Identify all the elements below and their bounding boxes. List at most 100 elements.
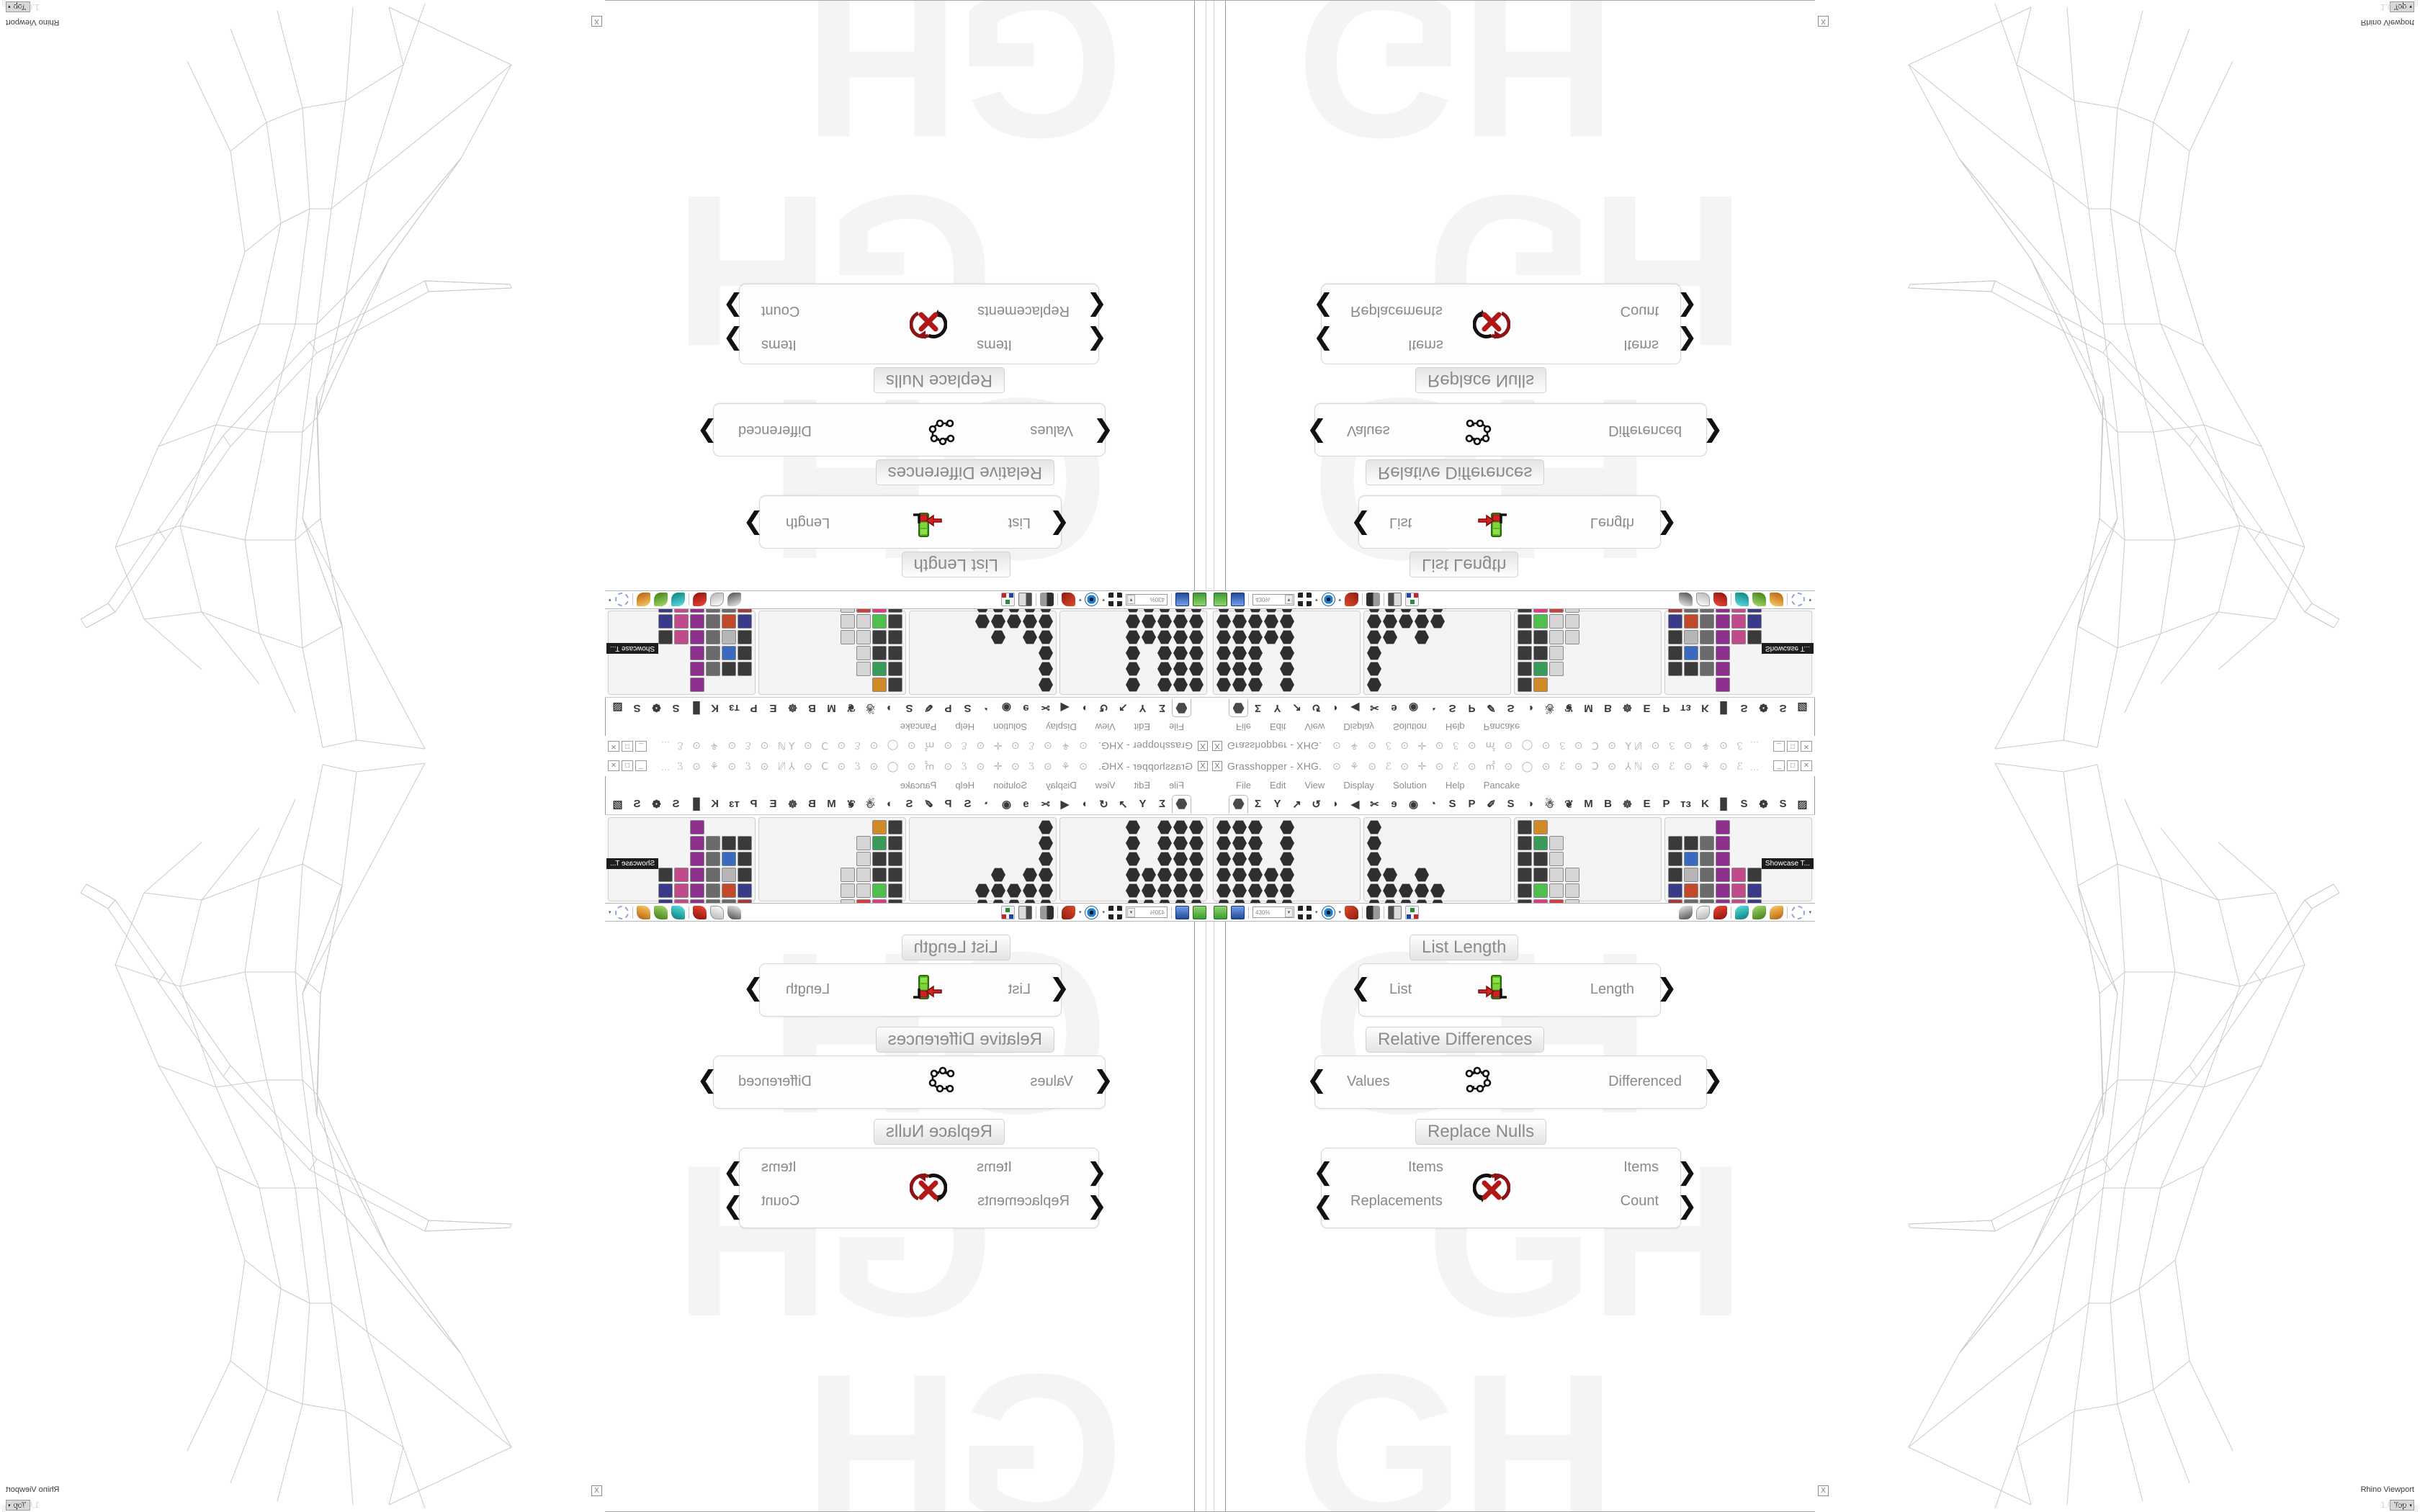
menu-item-help[interactable]: Help <box>1445 721 1465 733</box>
replace-nulls-component[interactable]: Items Replacements Items Count <box>1321 1148 1681 1228</box>
zoom-extents-dropdown-icon[interactable]: ▾ <box>1315 597 1318 602</box>
teal-plugin-tab[interactable]: ◑ <box>880 699 900 718</box>
relative-differences-component[interactable]: Values Dif <box>713 403 1106 456</box>
ribbon-component-icon[interactable] <box>1216 678 1231 692</box>
close-icon[interactable]: ✕ <box>608 741 619 752</box>
ribbon-component-icon[interactable] <box>1173 836 1188 850</box>
minimize-icon[interactable]: _ <box>1773 741 1785 752</box>
ribbon-component-icon[interactable] <box>1716 646 1730 660</box>
ribbon-component-icon[interactable] <box>1157 883 1172 898</box>
ribbon-component-icon[interactable] <box>1668 836 1682 850</box>
ribbon-component-icon[interactable] <box>1716 662 1730 676</box>
display-gray-icon[interactable] <box>1679 905 1693 919</box>
ribbon-component-icon[interactable] <box>706 646 720 660</box>
ribbon-component-icon[interactable] <box>706 852 720 866</box>
spider-plugin-tab[interactable]: ☸ <box>783 795 802 814</box>
ribbon-component-icon[interactable] <box>1189 662 1204 676</box>
ribbon-component-icon[interactable] <box>1157 852 1172 866</box>
ribbon-component-icon[interactable] <box>1533 883 1548 898</box>
ribbon-component-icon[interactable] <box>1716 820 1730 834</box>
ribbon-component-icon[interactable] <box>856 646 871 660</box>
resize-grip-icon[interactable]: ⣿ <box>1 0 6 7</box>
grasshopper-plugin-tab[interactable]: ❁ <box>1754 795 1773 814</box>
preview-eye-icon[interactable] <box>1321 905 1335 919</box>
ribbon-component-icon[interactable] <box>722 868 736 882</box>
ribbon-component-icon[interactable] <box>841 883 855 898</box>
t3-plugin-tab[interactable]: ᴛз <box>1676 699 1695 718</box>
zoom-extents-icon[interactable] <box>1298 593 1312 607</box>
ribbon-component-icon[interactable] <box>1216 630 1231 644</box>
ribbon-component-icon[interactable] <box>690 662 704 676</box>
selection-marquee-icon[interactable] <box>1791 905 1806 919</box>
p2-plugin-tab[interactable]: P <box>744 699 763 718</box>
menu-item-edit[interactable]: Edit <box>1269 779 1286 791</box>
input-port-values[interactable]: ❮ <box>1307 1068 1327 1092</box>
menu-item-solution[interactable]: Solution <box>1392 721 1427 733</box>
ribbon-component-icon[interactable] <box>1264 614 1278 629</box>
ribbon-component-icon[interactable] <box>1700 852 1714 866</box>
bird-plugin-tab[interactable]: ✐ <box>919 795 938 814</box>
input-port-items[interactable]: ❮ <box>1313 325 1334 354</box>
rhino-close-icon[interactable]: X <box>591 16 602 27</box>
output-port-items[interactable]: ❯ <box>1677 325 1698 354</box>
ribbon-component-icon[interactable] <box>1157 646 1172 660</box>
selection-dropdown-icon[interactable]: ▾ <box>609 910 611 915</box>
s4-plugin-tab[interactable]: S <box>627 795 647 814</box>
ribbon-component-icon[interactable] <box>1731 883 1746 898</box>
ribbon-component-icon[interactable] <box>1173 868 1188 882</box>
resize-grip-icon[interactable]: ⣿ <box>1 1505 6 1512</box>
display-white-icon[interactable] <box>709 593 724 607</box>
display-green-icon[interactable] <box>653 905 668 919</box>
ribbon-component-icon[interactable] <box>706 883 720 898</box>
transform-tab[interactable]: ɘ <box>1384 699 1404 718</box>
ribbon-component-icon[interactable] <box>1248 820 1263 834</box>
tree-view-icon[interactable] <box>1405 905 1420 919</box>
ribbon-component-icon[interactable] <box>1518 662 1532 676</box>
ribbon-component-icon[interactable] <box>1415 614 1429 629</box>
kangaroo-tab[interactable]: ◔ <box>1423 795 1443 814</box>
bake-icon[interactable] <box>1061 593 1075 607</box>
menu-item-pancake[interactable]: Pancake <box>900 721 937 733</box>
ribbon-component-icon[interactable] <box>888 646 902 660</box>
display-red-icon[interactable] <box>692 593 707 607</box>
ribbon-component-icon[interactable] <box>888 883 902 898</box>
ribbon-component-icon[interactable] <box>1518 836 1532 850</box>
zoom-dropdown-icon[interactable]: ▾ <box>1285 908 1293 917</box>
group-label-replace-nulls[interactable]: Replace Nulls <box>873 1119 1005 1145</box>
s2-plugin-tab[interactable]: S <box>900 795 919 814</box>
input-port-replacements[interactable]: ❮ <box>1086 292 1108 320</box>
grasshopper-canvas[interactable]: GH GH GH List Length List <box>605 922 1210 1512</box>
ribbon-component-icon[interactable] <box>1383 883 1397 898</box>
menu-item-edit[interactable]: Edit <box>1134 779 1151 791</box>
relative-differences-component[interactable]: Values Dif <box>1314 403 1707 456</box>
ribbon-component-icon[interactable] <box>1383 614 1397 629</box>
surface-tab[interactable]: ◗ <box>1075 699 1094 718</box>
mesh-tab[interactable]: ◀ <box>1055 795 1075 814</box>
rhino-close-icon[interactable]: X <box>591 1485 602 1496</box>
p-plugin-tab[interactable]: P <box>1462 699 1482 718</box>
ribbon-component-icon[interactable] <box>738 646 752 660</box>
ribbon-component-icon[interactable] <box>1747 883 1762 898</box>
ribbon-component-icon[interactable] <box>872 820 887 834</box>
p-plugin-tab[interactable]: P <box>938 699 958 718</box>
grasshopper-plugin-tab[interactable]: ❁ <box>647 795 666 814</box>
mesh-tab[interactable]: ◀ <box>1055 699 1075 718</box>
menu-item-view[interactable]: View <box>1095 779 1116 791</box>
menu-item-pancake[interactable]: Pancake <box>1483 721 1520 733</box>
group-label-list-length[interactable]: List Length <box>901 935 1010 960</box>
ribbon-component-icon[interactable] <box>1668 883 1682 898</box>
sets-tab[interactable]: Υ <box>1133 699 1152 718</box>
ribbon-component-icon[interactable] <box>1232 614 1247 629</box>
params-tab[interactable] <box>1172 794 1191 814</box>
s3-plugin-tab[interactable]: S <box>666 699 686 718</box>
group-label-replace-nulls[interactable]: Replace Nulls <box>873 367 1005 393</box>
t3-plugin-tab[interactable]: ᴛз <box>725 699 744 718</box>
display-green-icon[interactable] <box>653 593 668 607</box>
ribbon-component-icon[interactable] <box>690 820 704 834</box>
m-plugin-tab[interactable]: M <box>1579 699 1598 718</box>
blue-plugin-tab[interactable]: ▊ <box>1715 699 1734 718</box>
display-teal-icon[interactable] <box>671 905 685 919</box>
preview-mesh-icon[interactable] <box>1388 593 1402 607</box>
ribbon-component-icon[interactable] <box>1189 852 1204 866</box>
b-plugin-tab[interactable]: B <box>802 699 822 718</box>
